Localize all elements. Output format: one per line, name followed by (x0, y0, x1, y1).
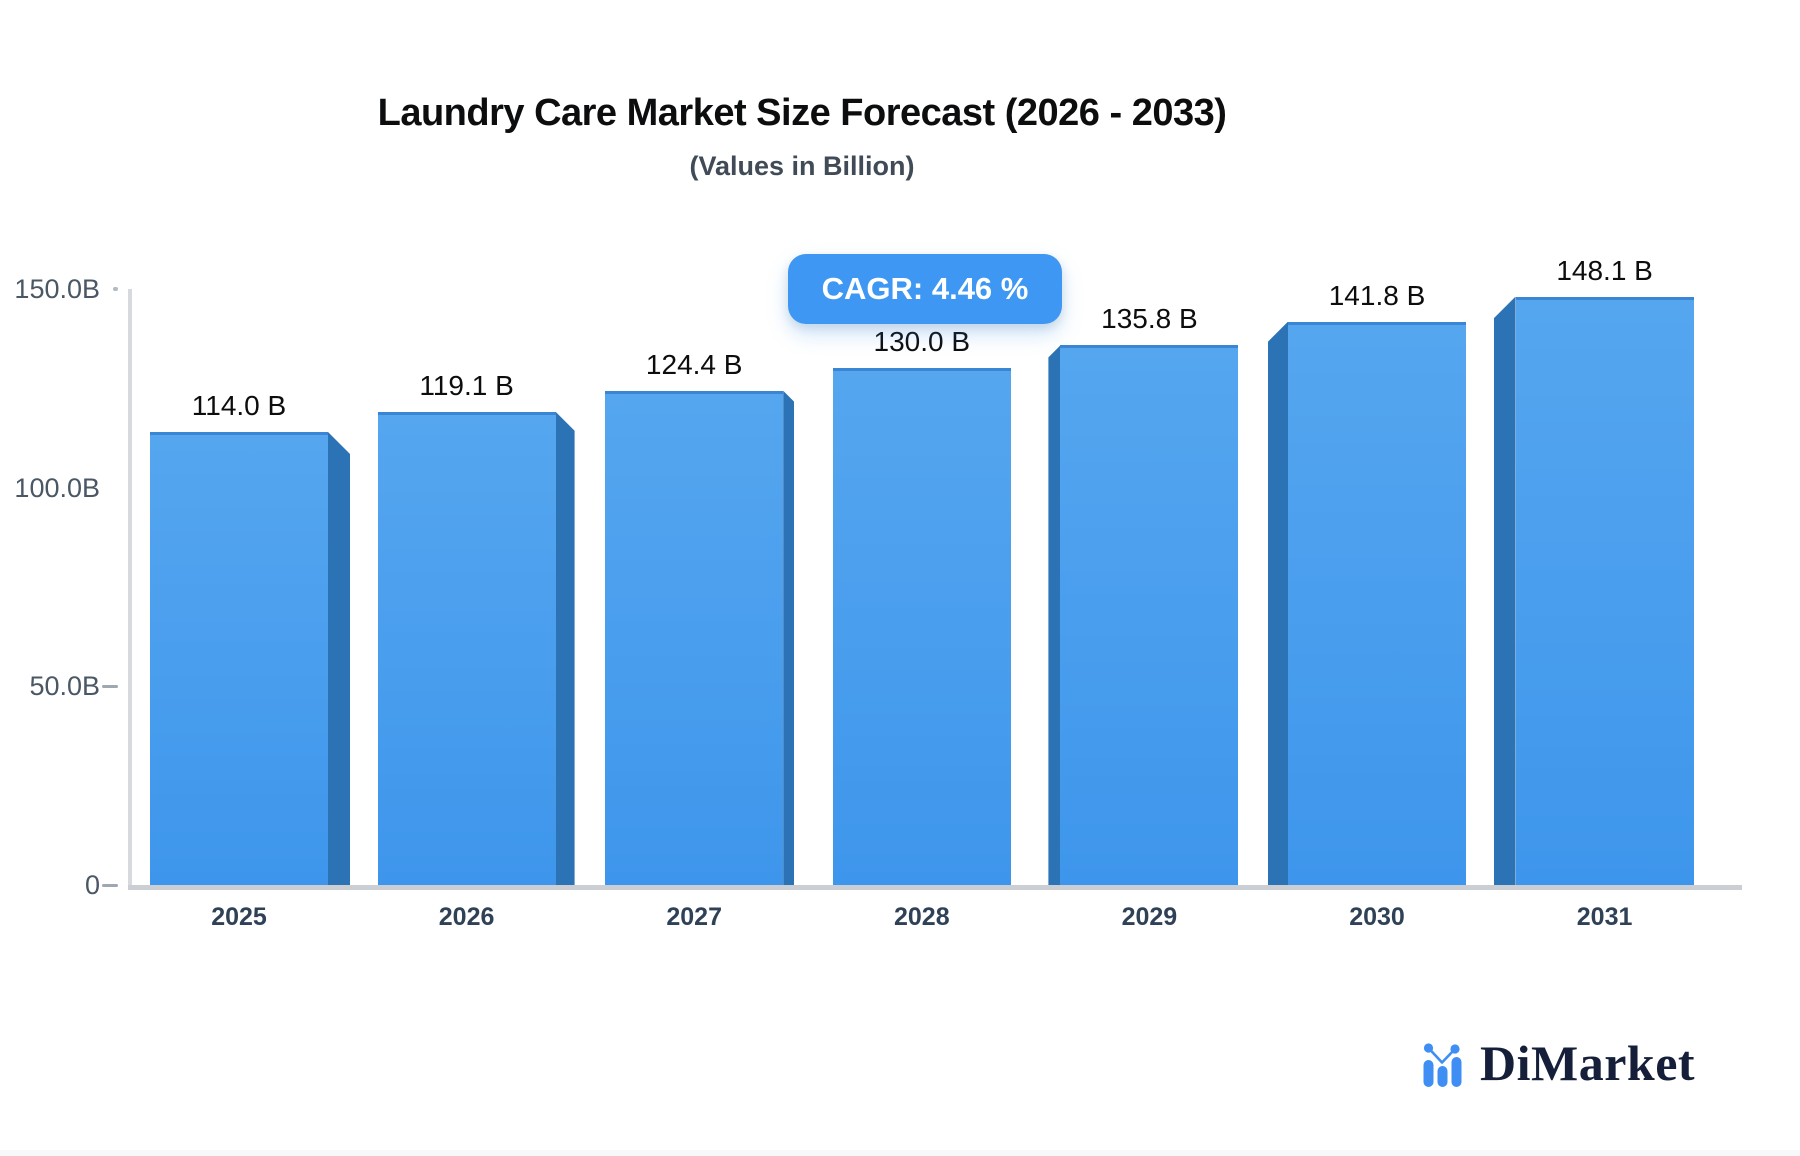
y-axis-tick-label-50.0B: 50.0B (29, 671, 100, 702)
dimarket-watermark: DiMarket (1422, 1034, 1695, 1092)
x-axis-label-2029: 2029 (1121, 903, 1178, 931)
bar-face (1288, 321, 1466, 885)
bar-3d-side (1268, 321, 1288, 885)
bar-2030 (1268, 321, 1466, 885)
bar-value-label-2026: 119.1 B (419, 369, 514, 401)
bar-value-label-2029: 135.8 B (1101, 303, 1198, 335)
bar-3d-side (1493, 296, 1516, 885)
bar-value-label-2031: 148.1 B (1556, 254, 1653, 286)
page-bottom-edge (0, 1150, 1800, 1156)
x-axis-baseline (128, 885, 1742, 890)
y-axis-line (128, 289, 132, 886)
bar-value-label-2025: 114.0 B (191, 390, 287, 422)
y-axis-tick-mark (102, 884, 118, 887)
bar-face (605, 390, 784, 885)
y-axis-tick-label-100.0B: 100.0B (14, 472, 100, 503)
chart-subtitle: (Values in Billion) (689, 151, 915, 181)
y-axis-tick-mark (113, 287, 118, 291)
y-axis-tick-mark (102, 685, 118, 689)
bar-2031 (1493, 296, 1694, 885)
bar-2026 (377, 411, 575, 885)
bar-3d-side (555, 411, 575, 885)
mini-bar-chart-icon (1423, 1043, 1462, 1087)
bar-3d-side (328, 432, 350, 885)
bar-face (1515, 296, 1694, 885)
bar-value-label-2030: 141.8 B (1328, 279, 1426, 311)
chart-title: Laundry Care Market Size Forecast (2026 … (377, 92, 1227, 134)
x-axis-label-2030: 2030 (1349, 903, 1405, 931)
dimarket-logo-text: DiMarket (1480, 1035, 1696, 1091)
bar-3d-side (1048, 345, 1061, 885)
bar-face (832, 368, 1011, 885)
x-axis-label-2031: 2031 (1576, 903, 1633, 931)
bar-3d-side (783, 390, 795, 885)
bar-2028 (832, 368, 1011, 885)
bar-value-label-2028: 130.0 B (873, 326, 971, 358)
x-axis-label-2027: 2027 (666, 903, 722, 931)
x-axis-label-2028: 2028 (893, 903, 950, 931)
y-axis-tick-label-0: 0 (84, 870, 100, 900)
bar-2029 (1048, 345, 1239, 885)
cagr-badge-text: CAGR: 4.46 % (821, 271, 1029, 306)
bar-face (1060, 345, 1239, 885)
x-axis-label-2026: 2026 (438, 903, 495, 931)
x-axis-label-2025: 2025 (211, 903, 267, 931)
bar-face (150, 432, 328, 885)
chart-header: Laundry Care Market Size Forecast (2026 … (0, 92, 1604, 182)
y-axis-tick-label-150.0B: 150.0B (14, 274, 100, 304)
cagr-badge: CAGR: 4.46 % (788, 254, 1062, 324)
bar-face (377, 411, 556, 885)
bar-value-label-2027: 124.4 B (645, 348, 743, 380)
bar-2027 (605, 390, 795, 885)
bar-2025 (150, 432, 350, 885)
